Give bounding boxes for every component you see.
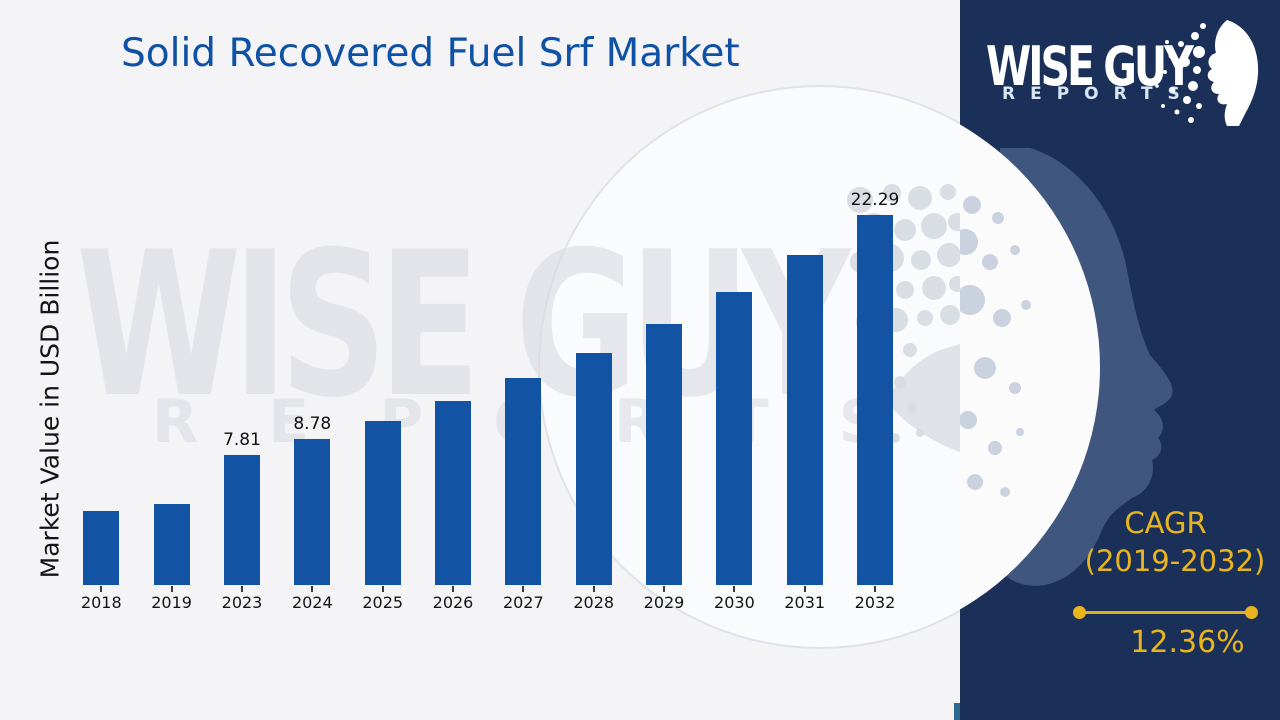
cagr-divider-line (1073, 606, 1258, 619)
bar-2029 (646, 324, 682, 585)
cagr-label: CAGR (1124, 506, 1207, 540)
x-tick-label-2031: 2031 (784, 593, 826, 612)
brand-logo-subtext: REPORTS (1002, 84, 1195, 104)
axis-tick-2032 (874, 586, 876, 592)
bar-2023 (224, 455, 260, 585)
decorative-chip (954, 703, 963, 720)
axis-tick-2025 (381, 586, 384, 592)
bar-2028 (575, 353, 612, 585)
axis-tick-2029 (663, 586, 665, 592)
page-title: Solid Recovered Fuel Srf Market (121, 31, 740, 76)
x-tick-label-2026: 2026 (432, 593, 474, 612)
axis-tick-2030 (733, 586, 736, 592)
x-tick-label-2025: 2025 (362, 593, 404, 612)
axis-tick-2026 (452, 586, 454, 592)
bar-2031 (786, 255, 823, 585)
x-tick-label-2024: 2024 (291, 593, 333, 612)
axis-tick-2031 (803, 586, 806, 592)
axis-tick-2028 (592, 586, 595, 592)
axis-tick-2023 (241, 586, 243, 592)
bar-value-label-2024: 8.78 (293, 414, 332, 434)
axis-tick-2024 (311, 586, 314, 592)
bar-2032 (857, 215, 893, 585)
x-tick-label-2027: 2027 (502, 593, 544, 612)
axis-tick-2027 (522, 586, 525, 592)
bar-2025 (364, 421, 401, 585)
x-tick-label-2029: 2029 (643, 593, 685, 612)
x-tick-label-2032: 2032 (854, 593, 896, 612)
bar-2018 (83, 511, 120, 585)
brand-logo-text: WISE GUY (986, 35, 1194, 98)
y-axis-label: Market Value in USD Billion (35, 239, 65, 579)
bar-2019 (153, 504, 190, 585)
circle-dots-pattern (960, 196, 1031, 497)
cagr-range: (2019-2032) (1084, 544, 1266, 578)
cagr-value: 12.36% (1130, 625, 1245, 660)
bar-2027 (505, 378, 542, 585)
bar-value-label-2023: 7.81 (223, 430, 261, 450)
bar-2024 (294, 439, 331, 585)
axis-tick-2019 (170, 586, 173, 592)
x-tick-label-2030: 2030 (714, 593, 755, 612)
bar-value-label-2032: 22.29 (850, 190, 900, 210)
brand-head-icon (1155, 20, 1259, 126)
x-tick-label-2023: 2023 (221, 593, 263, 612)
x-tick-label-2018: 2018 (80, 593, 122, 612)
axis-tick-2018 (100, 586, 103, 592)
x-tick-label-2019: 2019 (151, 593, 192, 612)
bar-2026 (435, 401, 471, 585)
bar-2030 (716, 292, 753, 585)
x-tick-label-2028: 2028 (573, 593, 615, 612)
brand-panel: WISE GUY REPORTS CAGR (2019-2032) 12.36% (960, 0, 1280, 720)
